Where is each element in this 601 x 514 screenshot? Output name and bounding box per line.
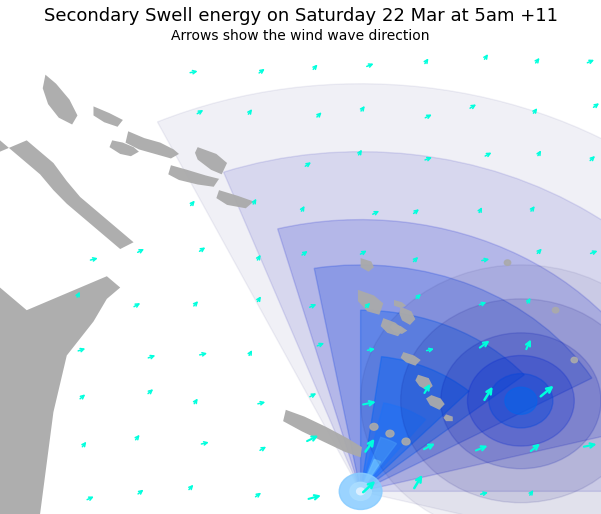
Circle shape (468, 356, 575, 446)
Circle shape (552, 307, 559, 313)
Polygon shape (361, 258, 374, 272)
Polygon shape (0, 45, 133, 249)
Circle shape (361, 265, 601, 514)
Wedge shape (361, 437, 397, 491)
Polygon shape (109, 140, 139, 156)
Circle shape (489, 374, 553, 428)
Circle shape (356, 488, 365, 495)
Circle shape (339, 473, 382, 509)
Circle shape (441, 333, 601, 469)
Wedge shape (224, 152, 601, 491)
Circle shape (571, 357, 578, 363)
Circle shape (370, 424, 378, 430)
Wedge shape (314, 265, 592, 491)
Wedge shape (361, 310, 524, 491)
Polygon shape (358, 290, 383, 315)
Wedge shape (278, 219, 601, 491)
Circle shape (401, 299, 601, 503)
Circle shape (350, 482, 371, 501)
Circle shape (505, 387, 537, 414)
Polygon shape (401, 352, 421, 365)
Circle shape (386, 430, 394, 437)
Wedge shape (157, 84, 601, 514)
Polygon shape (195, 147, 227, 174)
Polygon shape (43, 75, 78, 124)
Polygon shape (444, 414, 453, 421)
Polygon shape (380, 318, 403, 336)
Circle shape (402, 438, 410, 445)
Polygon shape (216, 190, 254, 208)
Polygon shape (94, 106, 123, 127)
Text: Arrows show the wind wave direction: Arrows show the wind wave direction (171, 29, 430, 43)
Text: Secondary Swell energy on Saturday 22 Mar at 5am +11: Secondary Swell energy on Saturday 22 Ma… (43, 7, 558, 25)
Polygon shape (415, 375, 433, 391)
Wedge shape (361, 403, 426, 491)
Polygon shape (168, 166, 219, 187)
Polygon shape (394, 300, 406, 308)
Polygon shape (0, 276, 120, 514)
Polygon shape (283, 410, 362, 457)
Polygon shape (126, 131, 179, 158)
Polygon shape (426, 395, 445, 410)
Polygon shape (390, 324, 407, 334)
Wedge shape (361, 460, 380, 491)
Polygon shape (399, 307, 415, 325)
Wedge shape (361, 357, 469, 491)
Circle shape (504, 260, 511, 265)
